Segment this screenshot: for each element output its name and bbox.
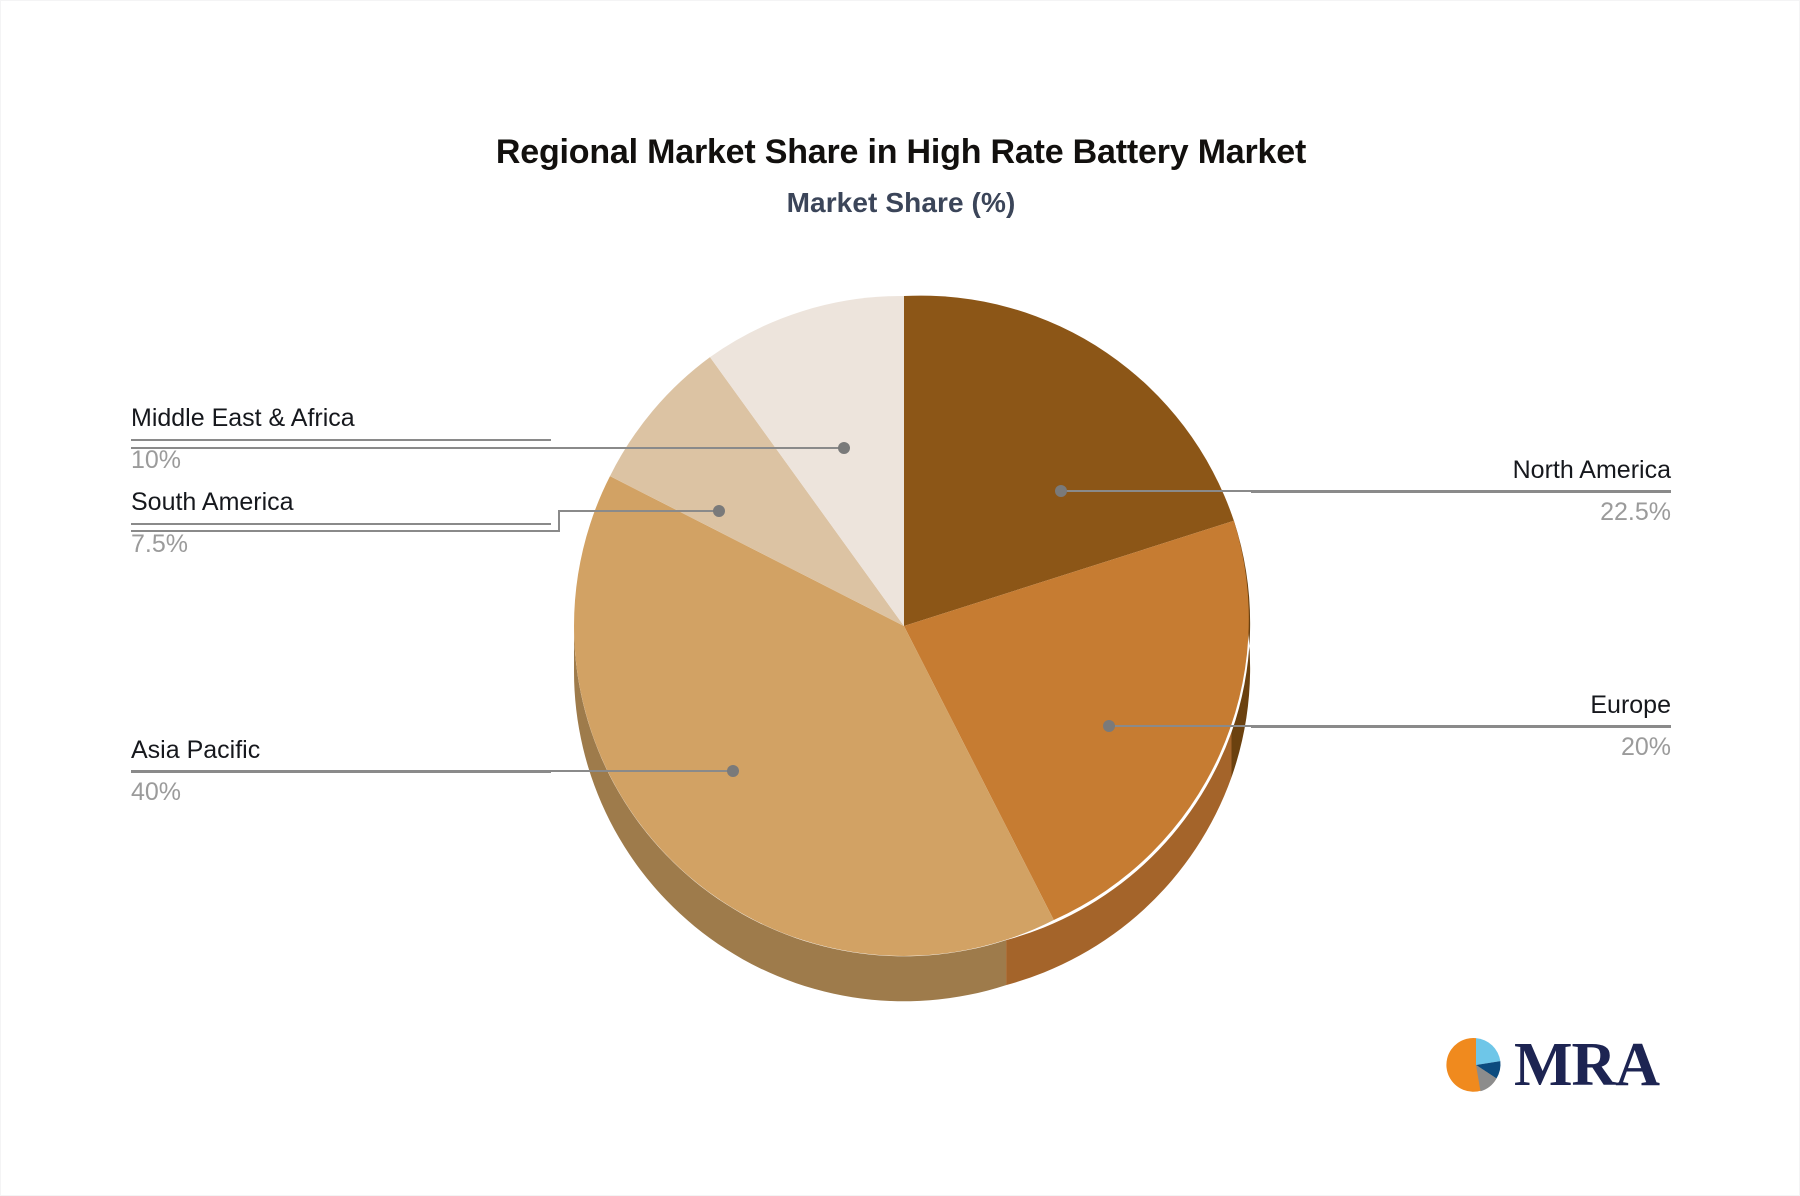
callout-europe[interactable]: Europe 20%	[1251, 688, 1671, 764]
callout-rule-north-america	[1251, 491, 1671, 493]
callout-label-middle-east-africa: Middle East & Africa	[131, 404, 355, 432]
callout-value-south-america: 7.5%	[131, 530, 188, 558]
pie-slice-south-america[interactable]	[610, 357, 904, 626]
leader-dot-south-america	[713, 505, 725, 517]
callout-asia-pacific[interactable]: Asia Pacific 40%	[131, 733, 551, 809]
mra-logo: MRA	[1444, 1025, 1660, 1105]
callout-label-north-america: North America	[1512, 456, 1671, 484]
leader-dot-middle-east-africa	[838, 442, 850, 454]
callout-label-asia-pacific: Asia Pacific	[131, 736, 261, 764]
callout-north-america[interactable]: North America 22.5%	[1251, 453, 1671, 529]
callout-rule-south-america	[131, 523, 551, 525]
pie-slice-north-america[interactable]	[904, 295, 1234, 626]
callout-value-asia-pacific: 40%	[131, 778, 182, 806]
leader-dot-north-america	[1055, 485, 1067, 497]
callout-south-america[interactable]: South America 7.5%	[131, 485, 551, 561]
logo-text: MRA	[1514, 1031, 1660, 1099]
callout-middle-east-africa[interactable]: Middle East & Africa 10%	[131, 401, 551, 477]
callout-label-europe: Europe	[1590, 691, 1671, 719]
pie-side-europe	[1006, 732, 1232, 986]
pie-slice-asia-pacific[interactable]	[574, 476, 1054, 956]
pie-slices-group	[574, 295, 1249, 956]
pie-slice-middle-east-africa[interactable]	[710, 295, 904, 626]
callout-rule-europe	[1251, 726, 1671, 728]
callout-value-europe: 20%	[1620, 733, 1671, 761]
leader-dot-europe	[1103, 720, 1115, 732]
callout-value-middle-east-africa: 10%	[131, 446, 182, 474]
pie-logo-icon	[1446, 1037, 1501, 1092]
callout-rule-asia-pacific	[131, 771, 551, 773]
leader-line-south-america	[131, 510, 719, 532]
page-title: Regional Market Share in High Rate Batte…	[495, 133, 1307, 171]
callout-value-north-america: 22.5%	[1600, 498, 1671, 526]
pie-slice-europe[interactable]	[904, 520, 1249, 920]
pie-side-asia-pacific	[573, 626, 1007, 1002]
leader-dot-asia-pacific	[727, 765, 739, 777]
chart-subtitle: Market Share (%)	[786, 187, 1016, 218]
callout-rule-middle-east-africa	[131, 439, 551, 441]
callout-label-south-america: South America	[131, 488, 294, 516]
